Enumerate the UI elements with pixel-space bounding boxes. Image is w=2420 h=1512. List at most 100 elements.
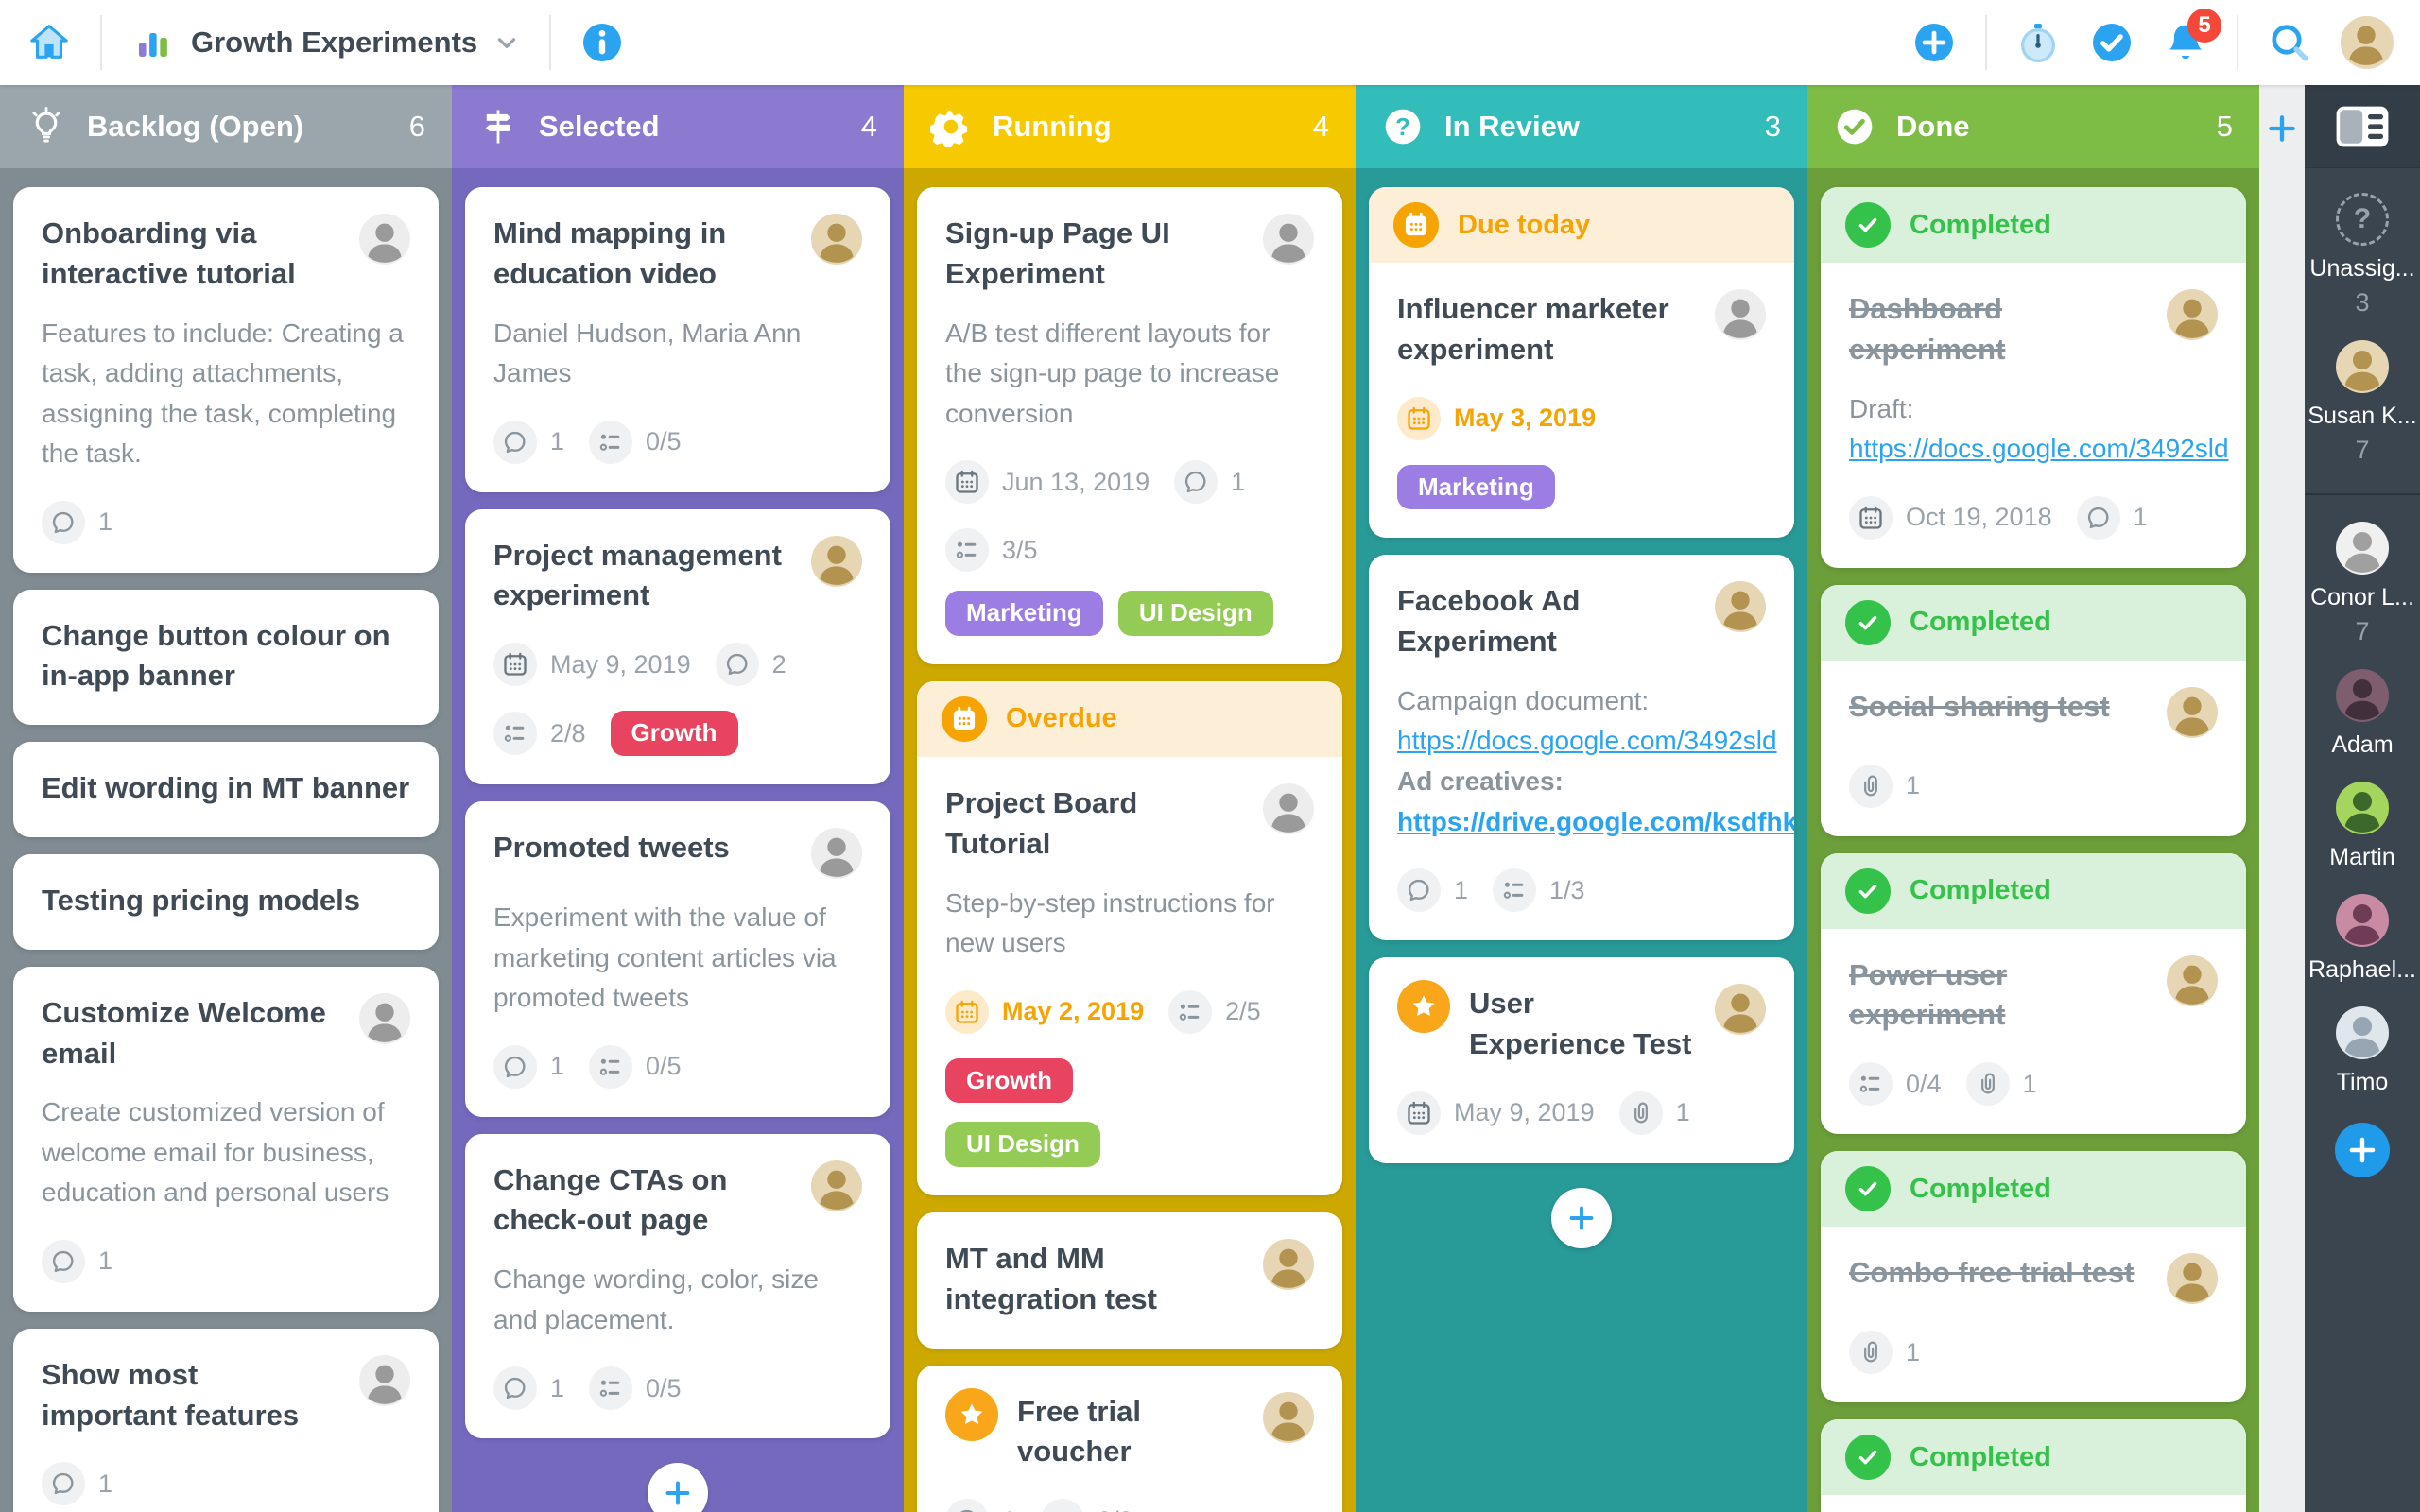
card-description-text: Ad creatives: — [1397, 765, 1564, 796]
task-card[interactable]: Due today Influencer marketer experiment M… — [1369, 187, 1794, 539]
search-icon[interactable] — [2267, 20, 2312, 65]
column-header-done[interactable]: Done 5 — [1807, 85, 2259, 168]
member-martin[interactable]: Martin — [2305, 782, 2420, 871]
add-section-button[interactable] — [2263, 110, 2301, 1512]
banner-label: Completed — [1910, 1173, 2051, 1204]
tag-ui-design[interactable]: UI Design — [945, 1122, 1100, 1168]
task-card[interactable]: Free trial voucher 1 0/3 — [917, 1365, 1342, 1512]
home-icon[interactable] — [26, 20, 72, 65]
lightbulb-icon — [26, 107, 66, 146]
toggle-sidebar-button[interactable] — [2305, 85, 2420, 168]
column-header-running[interactable]: Running 4 — [904, 85, 1356, 168]
card-description-text: Create customized version of welcome ema… — [42, 1097, 389, 1208]
task-card[interactable]: MT and MM integration test — [917, 1212, 1342, 1349]
task-card[interactable]: Onboarding via interactive tutorial Featu… — [13, 187, 439, 573]
card-meta-row: Oct 19, 2018 1 — [1849, 495, 2218, 540]
check-icon — [1845, 1435, 1891, 1481]
star-icon — [945, 1387, 998, 1441]
card-title: Testing pricing models — [42, 884, 361, 918]
card-description: Campaign document: https://docs.google.co… — [1397, 681, 1794, 842]
task-card[interactable]: Completed Social sharing test 1 — [1821, 584, 2246, 836]
member-susank[interactable]: Susan K... 7 — [2305, 340, 2420, 465]
tag-marketing[interactable]: Marketing — [1397, 464, 1555, 510]
task-card[interactable]: Testing pricing models — [13, 854, 439, 950]
task-card[interactable]: Completed Dashboard experiment Draft: http… — [1821, 187, 2246, 568]
board-selector[interactable]: Growth Experiments — [130, 20, 521, 65]
assignee-avatar — [2167, 1253, 2218, 1305]
task-card[interactable]: Mind mapping in education video Daniel Hu… — [465, 187, 890, 492]
task-card[interactable]: Completed Power user experiment 0/4 1 — [1821, 852, 2246, 1135]
completed-banner: Completed — [1821, 852, 2246, 929]
tag-growth[interactable]: Growth — [610, 711, 738, 756]
tag-marketing[interactable]: Marketing — [945, 591, 1103, 636]
banner-label: Completed — [1910, 209, 2051, 240]
board-info-icon[interactable] — [579, 20, 625, 65]
task-card[interactable]: Facebook Ad Experiment Campaign document:… — [1369, 555, 1794, 941]
column-header-selected[interactable]: Selected 4 — [452, 85, 904, 168]
column-task-count: 6 — [408, 110, 425, 143]
member-name: Adam — [2331, 731, 2394, 758]
column-running: Running 4 Sign-up Page UI Experiment A/B te… — [904, 85, 1356, 1512]
comments-count: 1 — [493, 420, 564, 464]
card-description-text: Draft: — [1849, 393, 1914, 423]
current-user-avatar[interactable] — [2341, 16, 2394, 69]
add-card-button[interactable] — [648, 1463, 708, 1512]
card-link[interactable]: https://docs.google.com/3492sld — [1849, 434, 2229, 464]
checklist-progress: 2/8 — [493, 712, 586, 756]
task-card[interactable]: CompletedChange of link to above the fol… — [1821, 1419, 2246, 1512]
task-card[interactable]: Promoted tweets Experiment with the value… — [465, 800, 890, 1117]
task-card[interactable]: Sign-up Page UI Experiment A/B test diffe… — [917, 187, 1342, 664]
task-card[interactable]: Project management experiment May 9, 2019… — [465, 508, 890, 784]
column-title: In Review — [1444, 110, 1580, 143]
tag-growth[interactable]: Growth — [945, 1057, 1073, 1104]
due-banner: Due today — [1369, 187, 1794, 263]
comments-count: 1 — [945, 1499, 1016, 1512]
column-header-in-review[interactable]: ? In Review 3 — [1356, 85, 1807, 168]
member-raphael[interactable]: Raphael... — [2305, 894, 2420, 984]
due-date: Jun 13, 2019 — [945, 460, 1150, 505]
task-card[interactable]: User Experience Test May 9, 2019 1 — [1369, 957, 1794, 1163]
column-title: Backlog (Open) — [87, 110, 304, 143]
comments-count: 1 — [493, 1366, 564, 1411]
card-title: Power user experiment — [1849, 957, 2008, 1032]
task-card[interactable]: Show most important features 1 — [13, 1328, 439, 1512]
attachments-count: 1 — [1849, 1331, 1920, 1375]
column-body: Due today Influencer marketer experiment M… — [1356, 168, 1807, 1512]
comment-icon — [2076, 495, 2120, 540]
add-task-button[interactable] — [1911, 20, 1957, 65]
card-title: Influencer marketer experiment — [1397, 292, 1669, 366]
checklist-progress: 0/3 — [1041, 1499, 1133, 1512]
member-adam[interactable]: Adam — [2305, 669, 2420, 759]
task-card[interactable]: Edit wording in MT banner — [13, 742, 439, 838]
checklist-progress: 0/5 — [589, 1366, 682, 1411]
task-card[interactable]: Change CTAs on check-out page Change word… — [465, 1133, 890, 1439]
member-conorl[interactable]: Conor L... 7 — [2305, 522, 2420, 646]
member-unassig[interactable]: ? Unassig... 3 — [2305, 193, 2420, 318]
column-header-backlog-open[interactable]: Backlog (Open) 6 — [0, 85, 452, 168]
bar-chart-icon — [130, 20, 176, 65]
card-title: Sign-up Page UI Experiment — [945, 216, 1170, 290]
time-tracking-icon[interactable] — [2015, 20, 2061, 65]
notifications-bell-icon[interactable]: 5 — [2163, 9, 2221, 65]
calendar-icon — [1849, 495, 1893, 540]
card-link[interactable]: https://drive.google.com/ksdfhki/10... — [1397, 806, 1794, 836]
task-card[interactable]: Customize Welcome email Create customized… — [13, 966, 439, 1312]
comments-count: 1 — [1174, 460, 1245, 505]
column-selected: Selected 4 Mind mapping in education video… — [452, 85, 904, 1512]
checklist-progress: 0/5 — [589, 420, 682, 464]
card-link[interactable]: https://docs.google.com/3492sld — [1397, 726, 1777, 756]
task-card[interactable]: Overdue Project Board Tutorial Step-by-ste… — [917, 680, 1342, 1196]
card-meta-row: May 3, 2019 Marketing — [1397, 396, 1766, 510]
add-member-button[interactable] — [2335, 1123, 2390, 1177]
due-date: May 3, 2019 — [1397, 396, 1596, 440]
task-card[interactable]: Change button colour on in-app banner — [13, 589, 439, 726]
member-timo[interactable]: Timo — [2305, 1006, 2420, 1096]
member-avatar — [2336, 782, 2389, 834]
add-card-button[interactable] — [1551, 1187, 1612, 1248]
my-tasks-icon[interactable] — [2089, 20, 2135, 65]
tag-ui-design[interactable]: UI Design — [1117, 591, 1273, 636]
card-description: Step-by-step instructions for new users — [945, 884, 1314, 964]
check-icon — [1834, 106, 1876, 147]
checklist-icon — [1168, 989, 1213, 1034]
task-card[interactable]: Completed Combo free trial test 1 — [1821, 1151, 2246, 1403]
